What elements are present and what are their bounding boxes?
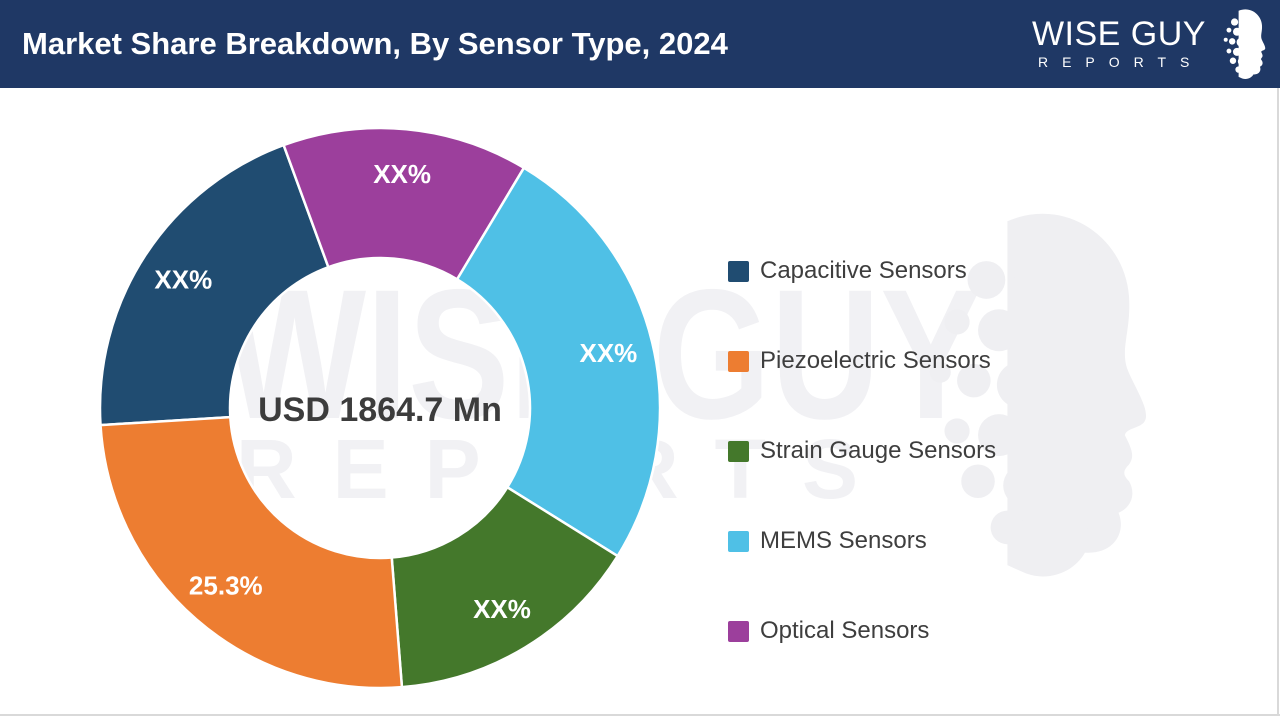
legend-swatch-optical xyxy=(728,620,749,642)
legend-item-mems-sensors: MEMS Sensors xyxy=(728,527,996,555)
legend-label: Strain Gauge Sensors xyxy=(760,437,997,464)
donut-slice-mems-sensors xyxy=(455,166,662,558)
title-bar: Market Share Breakdown, By Sensor Type, … xyxy=(0,0,1280,88)
logo-subtext: REPORTS xyxy=(1037,54,1204,71)
donut-slice-value-label: 25.3% xyxy=(189,570,263,600)
donut-slice-value-label: XX% xyxy=(579,338,637,368)
legend-label: Capacitive Sensors xyxy=(760,257,967,284)
right-border-line xyxy=(1277,0,1279,714)
legend-label: Piezoelectric Sensors xyxy=(760,347,991,374)
donut-slice-value-label: XX% xyxy=(473,594,531,624)
donut-slice-value-label: XX% xyxy=(154,264,212,294)
donut-slice-piezoelectric-sensors xyxy=(99,415,404,690)
chart-center-value: USD 1864.7 Mn xyxy=(258,391,502,429)
donut-slice-value-label: XX% xyxy=(373,159,431,189)
wiseguy-logo: WISE GUY REPORTS xyxy=(1032,5,1266,81)
legend-item-optical-sensors: Optical Sensors xyxy=(728,617,996,645)
legend-item-piezoelectric-sensors: Piezoelectric Sensors xyxy=(728,347,996,375)
logo-wordmark: WISE GUY xyxy=(1031,14,1206,53)
legend-swatch-capacitive xyxy=(728,260,749,282)
legend-item-capacitive-sensors: Capacitive Sensors xyxy=(728,257,996,285)
logo-text: WISE GUY REPORTS xyxy=(1031,14,1206,71)
bottom-border-line xyxy=(0,714,1280,716)
legend-swatch-mems xyxy=(728,530,749,552)
chart-legend: Capacitive Sensors Piezoelectric Sensors… xyxy=(728,257,996,645)
legend-label: Optical Sensors xyxy=(760,617,930,644)
legend-label: MEMS Sensors xyxy=(760,527,927,554)
chart-title: Market Share Breakdown, By Sensor Type, … xyxy=(22,26,728,61)
legend-item-strain-gauge-sensors: Strain Gauge Sensors xyxy=(728,437,996,465)
legend-swatch-piezoelectric xyxy=(728,350,749,372)
legend-swatch-strain-gauge xyxy=(728,440,749,462)
logo-face-icon xyxy=(1208,5,1266,81)
donut-slices-group: XX% XX% XX% XX% 25.3% xyxy=(98,126,662,690)
donut-slice-strain-gauge-sensors xyxy=(390,486,619,689)
donut-slice-capacitive-sensors xyxy=(98,143,330,427)
